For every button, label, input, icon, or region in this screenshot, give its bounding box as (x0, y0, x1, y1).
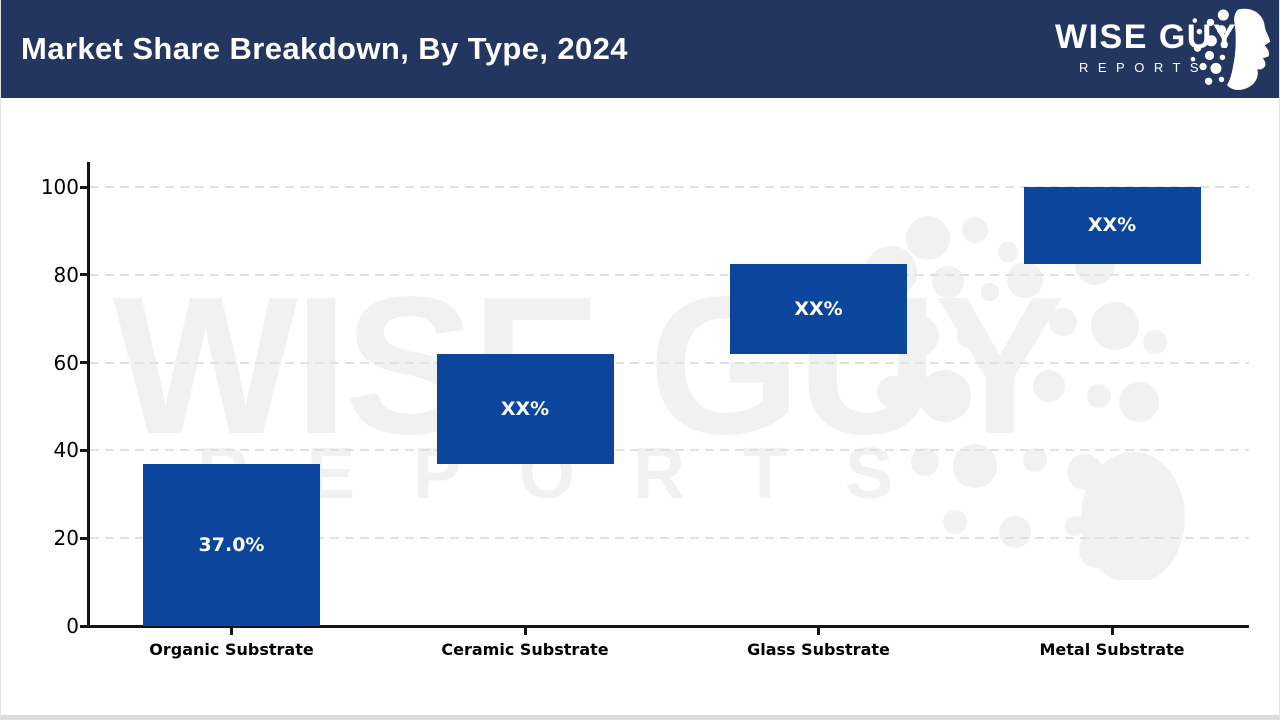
y-tick-label-20: 20 (53, 526, 79, 551)
gridline-60 (90, 361, 1249, 364)
y-tick-label-100: 100 (40, 175, 79, 199)
x-category-label: Glass Substrate (747, 640, 890, 659)
bar-value-label: XX% (794, 297, 843, 320)
gridline-100 (90, 186, 1249, 188)
x-tick-3 (1110, 628, 1114, 635)
wiseguy-logo: WISE GUY REPORTS (1021, 0, 1279, 98)
bar-value-label: 37.0% (198, 533, 265, 556)
bar-1: XX% (436, 353, 614, 464)
y-tick-100 (80, 185, 87, 189)
y-tick-label-80: 80 (53, 262, 79, 287)
x-tick-0 (230, 628, 233, 635)
x-tick-1 (523, 628, 527, 635)
bar-0: 37.0% (143, 463, 320, 626)
bar-2: XX% (730, 263, 907, 354)
logo-face-icon (1190, 8, 1271, 90)
x-axis-line (87, 625, 1249, 628)
gridline-40 (90, 449, 1249, 452)
gridline-80 (90, 273, 1249, 276)
page-title: Market Share Breakdown, By Type, 2024 (21, 31, 628, 66)
y-axis-line (87, 162, 90, 628)
logo-reports-text: REPORTS (1079, 60, 1209, 75)
y-tick-label-0: 0 (66, 614, 79, 638)
header-bar: Market Share Breakdown, By Type, 2024 WI… (1, 0, 1279, 98)
y-tick-80 (80, 273, 87, 277)
y-tick-label-40: 40 (53, 438, 79, 463)
y-tick-label-60: 60 (53, 350, 79, 375)
bar-value-label: XX% (1087, 214, 1137, 237)
bar-value-label: XX% (500, 397, 550, 420)
x-tick-2 (817, 628, 820, 635)
x-category-label: Ceramic Substrate (441, 640, 609, 659)
x-category-label: Organic Substrate (149, 640, 314, 659)
y-tick-60 (80, 361, 87, 365)
y-tick-20 (80, 536, 87, 540)
bottom-strip (1, 715, 1279, 720)
logo-wiseguy-text: WISE GUY (1055, 18, 1238, 56)
y-tick-0 (80, 624, 87, 628)
bar-3: XX% (1023, 187, 1201, 264)
x-category-label: Metal Substrate (1039, 640, 1185, 659)
gridline-20 (90, 537, 1249, 540)
y-tick-40 (80, 448, 87, 452)
